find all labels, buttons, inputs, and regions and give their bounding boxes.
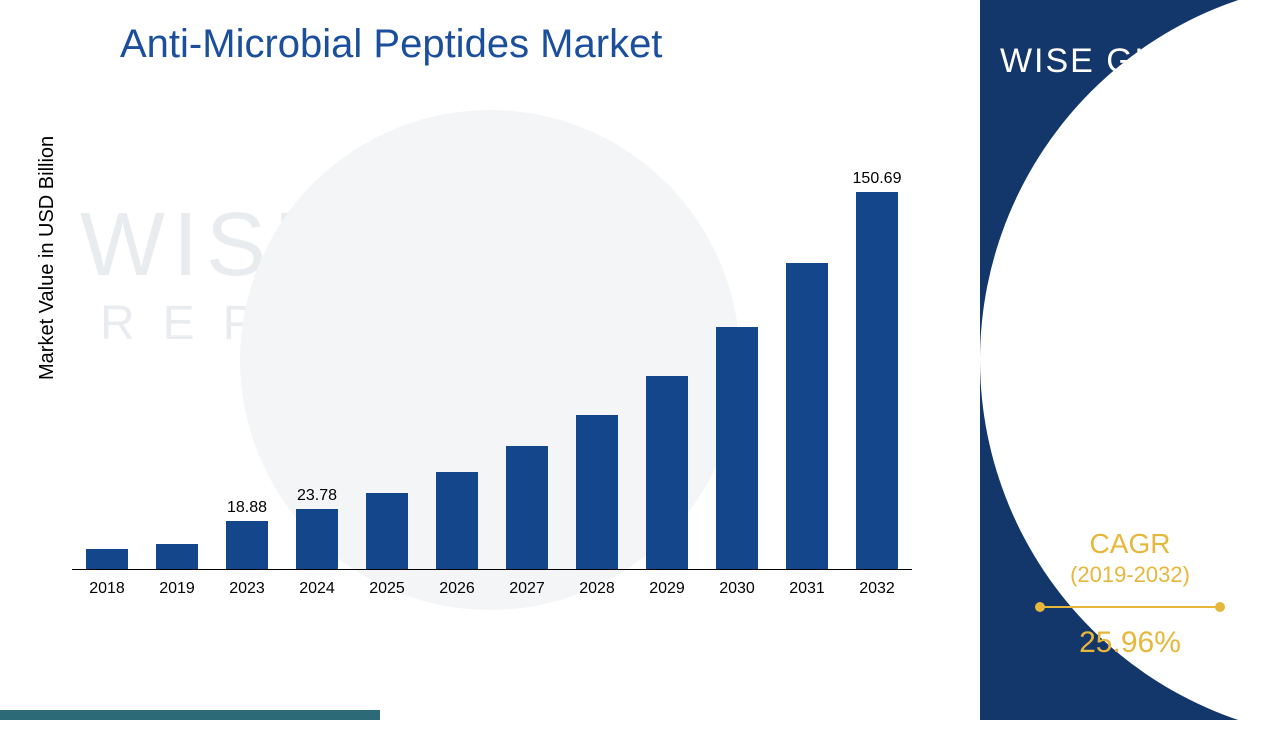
- bar-slot: [492, 170, 562, 570]
- x-tick: 2031: [772, 580, 842, 598]
- bar-slot: 150.69: [842, 170, 912, 570]
- bar: [366, 493, 408, 570]
- bar: [786, 263, 828, 570]
- bar-value-label: 23.78: [297, 487, 337, 505]
- logo-text-main: WISE GUY: [1000, 42, 1186, 81]
- x-tick: 2024: [282, 580, 352, 598]
- cagr-range: (2019-2032): [1008, 562, 1252, 588]
- side-panel: WISE GUY REPORTS CAGR (2019-2032) 25.96%: [980, 0, 1280, 720]
- bar: [156, 544, 198, 570]
- y-axis-label: Market Value in USD Billion: [36, 136, 59, 380]
- bar-slot: [632, 170, 702, 570]
- x-tick: 2019: [142, 580, 212, 598]
- bar-value-label: 150.69: [853, 170, 902, 188]
- bar: [856, 192, 898, 570]
- x-tick: 2026: [422, 580, 492, 598]
- bar: [506, 446, 548, 570]
- chart-title: Anti-Microbial Peptides Market: [120, 22, 662, 67]
- cagr-block: CAGR (2019-2032) 25.96%: [1008, 528, 1252, 660]
- cagr-value: 25.96%: [1008, 626, 1252, 660]
- bar: [716, 327, 758, 570]
- logo-text-sub: REPORTS: [1000, 90, 1250, 111]
- bar-chart: 18.8823.78150.69 20182019202320242025202…: [72, 170, 912, 570]
- bar-slot: [702, 170, 772, 570]
- bars-container: 18.88 23.78 150.69: [72, 170, 912, 570]
- bar-slot: [352, 170, 422, 570]
- bar: [646, 376, 688, 570]
- chart-area: WISE GUY REPORTS Anti-Microbial Peptides…: [0, 0, 980, 720]
- x-tick: 2027: [492, 580, 562, 598]
- x-axis-line: [72, 569, 912, 570]
- x-tick: 2028: [562, 580, 632, 598]
- bar-slot: [72, 170, 142, 570]
- bar: [226, 521, 268, 570]
- bar: [576, 415, 618, 570]
- bar: [436, 472, 478, 570]
- bar: [296, 509, 338, 570]
- head-dots-icon: [1194, 30, 1250, 92]
- brand-logo: WISE GUY REPORTS: [1000, 30, 1250, 111]
- x-tick: 2029: [632, 580, 702, 598]
- bar-value-label: 18.88: [227, 499, 267, 517]
- bar-slot: [772, 170, 842, 570]
- x-tick: 2025: [352, 580, 422, 598]
- x-tick: 2030: [702, 580, 772, 598]
- x-tick: 2032: [842, 580, 912, 598]
- bottom-accent-bar: [0, 710, 380, 720]
- x-axis-ticks: 2018201920232024202520262027202820292030…: [72, 580, 912, 598]
- bar-slot: [142, 170, 212, 570]
- bar-slot: 18.88: [212, 170, 282, 570]
- bar-slot: [562, 170, 632, 570]
- bar-slot: 23.78: [282, 170, 352, 570]
- cagr-divider: [1040, 606, 1220, 608]
- x-tick: 2018: [72, 580, 142, 598]
- bar-slot: [422, 170, 492, 570]
- x-tick: 2023: [212, 580, 282, 598]
- cagr-label: CAGR: [1008, 528, 1252, 560]
- bar: [86, 549, 128, 570]
